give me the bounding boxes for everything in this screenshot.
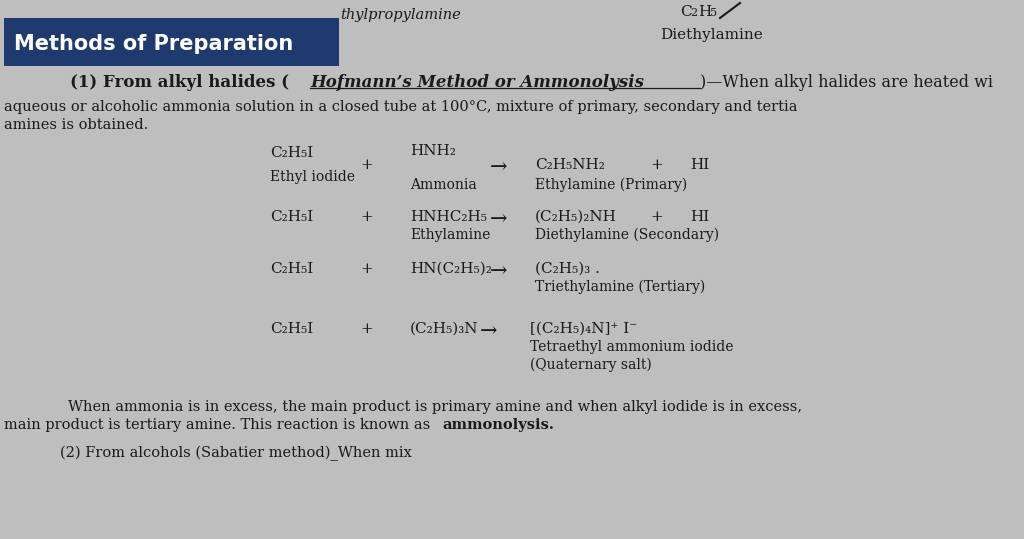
Text: (Quaternary salt): (Quaternary salt)	[530, 358, 651, 372]
Text: Ethyl iodide: Ethyl iodide	[270, 170, 355, 184]
Text: Tetraethyl ammonium iodide: Tetraethyl ammonium iodide	[530, 340, 733, 354]
Text: (2) From alcohols (Sabatier method)_When mix: (2) From alcohols (Sabatier method)_When…	[60, 446, 412, 461]
Text: →: →	[480, 322, 498, 341]
Text: +: +	[650, 210, 663, 224]
Text: Hofmann’s Method or Ammonolysis: Hofmann’s Method or Ammonolysis	[310, 74, 644, 91]
Text: +: +	[360, 210, 373, 224]
Text: main product is tertiary amine. This reaction is known as: main product is tertiary amine. This rea…	[4, 418, 435, 432]
Text: →: →	[490, 210, 508, 229]
Text: Ethylamine (Primary): Ethylamine (Primary)	[535, 178, 687, 192]
Text: amines is obtained.: amines is obtained.	[4, 118, 148, 132]
Text: →: →	[490, 158, 508, 177]
Text: HNHC₂H₅: HNHC₂H₅	[410, 210, 487, 224]
Text: ammonolysis.: ammonolysis.	[442, 418, 554, 432]
Text: C₂H₅NH₂: C₂H₅NH₂	[535, 158, 605, 172]
Text: C₂H₅I: C₂H₅I	[270, 146, 313, 160]
Text: C₂H₅I: C₂H₅I	[270, 322, 313, 336]
Text: 2: 2	[690, 8, 697, 18]
Text: aqueous or alcoholic ammonia solution in a closed tube at 100°C, mixture of prim: aqueous or alcoholic ammonia solution in…	[4, 100, 798, 114]
Text: Triethylamine (Tertiary): Triethylamine (Tertiary)	[535, 280, 706, 294]
Text: H: H	[698, 5, 712, 19]
Text: HI: HI	[690, 158, 710, 172]
Text: C₂H₅I: C₂H₅I	[270, 262, 313, 276]
Text: +: +	[360, 262, 373, 276]
Text: (C₂H₅)₂NH: (C₂H₅)₂NH	[535, 210, 616, 224]
Text: +: +	[650, 158, 663, 172]
Text: Diethylamine (Secondary): Diethylamine (Secondary)	[535, 228, 719, 243]
Text: Diethylamine: Diethylamine	[660, 28, 763, 42]
Text: +: +	[360, 158, 373, 172]
Text: HNH₂: HNH₂	[410, 144, 456, 158]
Text: (C₂H₅)₃N: (C₂H₅)₃N	[410, 322, 478, 336]
Text: When ammonia is in excess, the main product is primary amine and when alkyl iodi: When ammonia is in excess, the main prod…	[68, 400, 802, 414]
Text: )—When alkyl halides are heated wi: )—When alkyl halides are heated wi	[700, 74, 993, 91]
Text: C₂H₅I: C₂H₅I	[270, 210, 313, 224]
Text: HN(C₂H₅)₂: HN(C₂H₅)₂	[410, 262, 492, 276]
Text: Ethylamine: Ethylamine	[410, 228, 490, 242]
Text: (1) From alkyl halides (: (1) From alkyl halides (	[70, 74, 289, 91]
FancyBboxPatch shape	[4, 18, 339, 66]
Text: (C₂H₅)₃ .: (C₂H₅)₃ .	[535, 262, 600, 276]
Text: Ammonia: Ammonia	[410, 178, 477, 192]
Text: Methods of Preparation: Methods of Preparation	[14, 34, 293, 54]
Text: HI: HI	[690, 210, 710, 224]
Text: 5: 5	[710, 8, 717, 18]
Text: →: →	[490, 262, 508, 281]
Text: C: C	[680, 5, 691, 19]
Text: [(C₂H₅)₄N]⁺ I⁻: [(C₂H₅)₄N]⁺ I⁻	[530, 322, 637, 336]
Text: +: +	[360, 322, 373, 336]
Text: thylpropylamine: thylpropylamine	[340, 8, 461, 22]
